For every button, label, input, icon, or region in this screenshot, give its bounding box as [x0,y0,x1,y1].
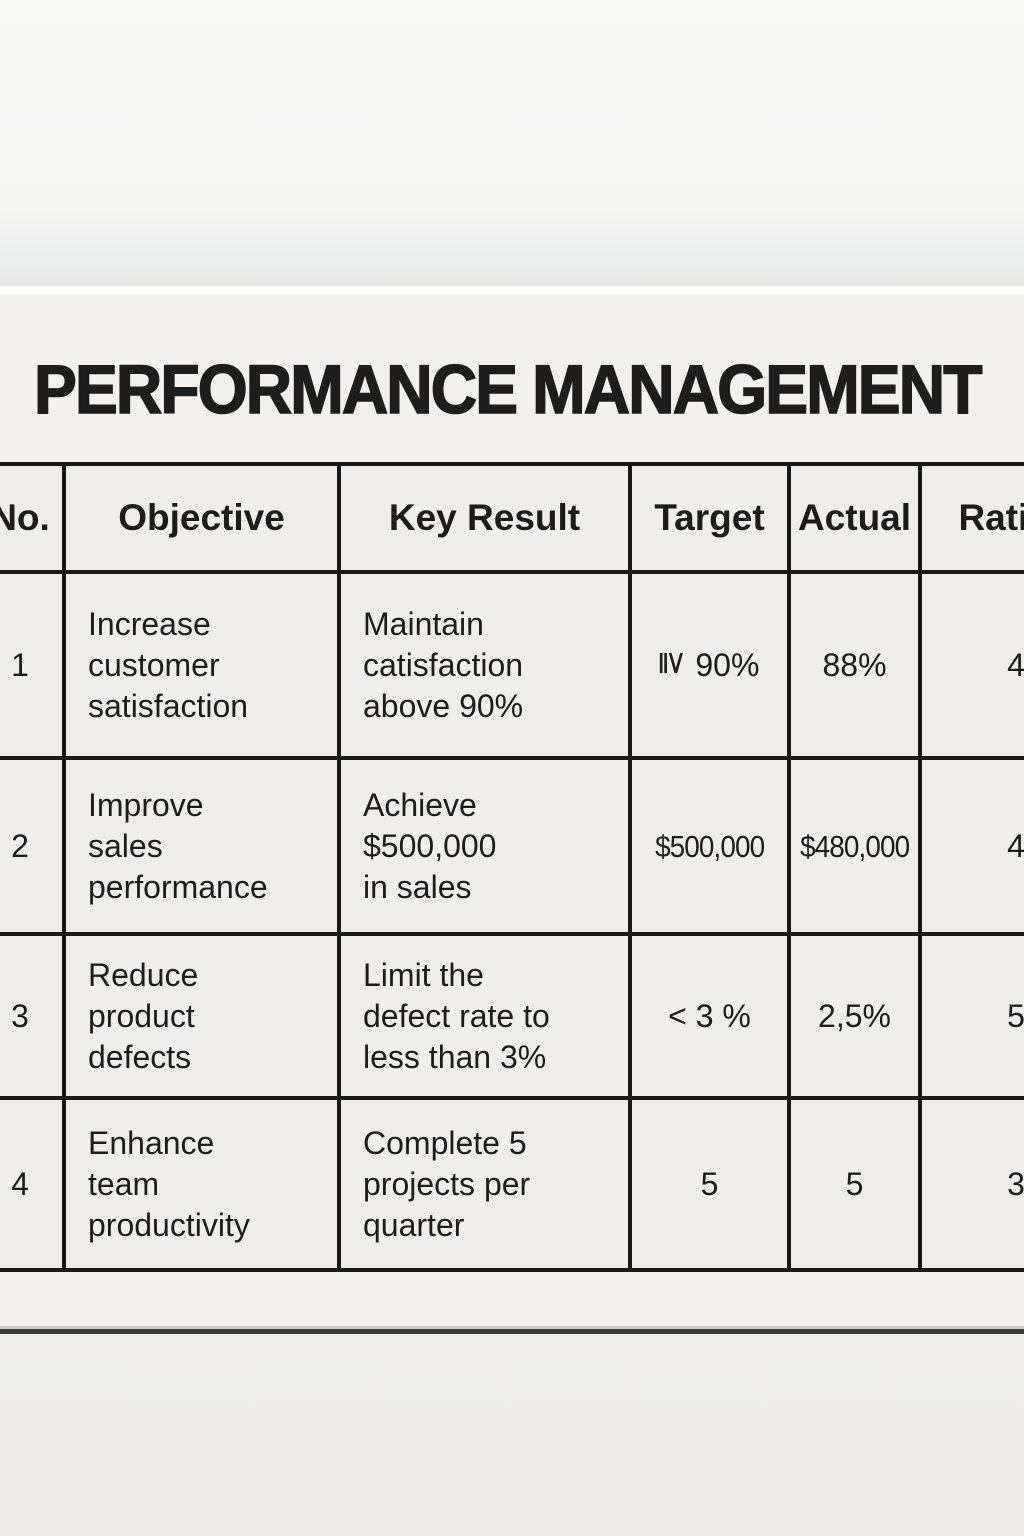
cell-key-result-4: Complete 5 projects per quarter [337,1096,632,1272]
cell-actual-2: $480,000 [787,756,922,936]
cell-objective-2: Improve sales performance [62,756,341,936]
col-header-no: No. [0,462,66,574]
cell-target-4: 5 [628,1096,791,1272]
cell-target-2: $500,000 [628,756,791,936]
cell-no-2: 2 [0,756,66,936]
page-title: PERFORMANCE MANAGEMENT [33,350,983,429]
cell-no-4: 4 [0,1096,66,1272]
cell-rating-4: 3 [918,1096,1024,1272]
cell-actual-4: 5 [787,1096,922,1272]
gte-rotated-icon: ≧ [654,649,691,677]
table-row-3: 3 Reduce product defects Limit the defec… [0,932,1024,1100]
cell-actual-3: 2,5% [787,932,922,1100]
cell-objective-1: Increase customer satisfaction [62,570,341,760]
table-row-4: 4 Enhance team productivity Complete 5 p… [0,1096,1024,1272]
col-header-actual: Actual [787,462,922,574]
paper-bottom-edge-highlight [0,1326,1024,1329]
cell-actual-1: 88% [787,570,922,760]
cell-target-3: < 3 % [628,932,791,1100]
cell-key-result-1: Maintain catisfaction above 90% [337,570,632,760]
cell-key-result-3: Limit the defect rate to less than 3% [337,932,632,1100]
cell-rating-1: 4 [918,570,1024,760]
header-row: No. Objective Key Result Target Actual R… [0,462,1024,574]
cell-key-result-2: Achieve $500,000 in sales [337,756,632,936]
col-header-key-result: Key Result [337,462,632,574]
actual-value-2: $480,000 [799,828,910,864]
cell-objective-4: Enhance team productivity [62,1096,341,1272]
table-row-1: 1 Increase customer satisfaction Maintai… [0,570,1024,760]
paper-top-edge-highlight [0,286,1024,294]
background-bottom [0,1334,1024,1536]
paper-bottom-edge [0,1329,1024,1334]
target-value-1: 90% [695,647,760,683]
col-header-target: Target [628,462,791,574]
table-row-2: 2 Improve sales performance Achieve $500… [0,756,1024,936]
col-header-objective: Objective [62,462,341,574]
cell-objective-3: Reduce product defects [62,932,341,1100]
cell-no-3: 3 [0,932,66,1100]
col-header-rating: Rating [918,462,1024,574]
cell-no-1: 1 [0,570,66,760]
target-value-2: $500,000 [654,828,765,864]
cell-target-1: ≧ 90% [628,570,791,760]
performance-table: No. Objective Key Result Target Actual R… [0,462,1024,1272]
background-top [0,0,1024,287]
cell-rating-2: 4 [918,756,1024,936]
cell-rating-3: 5 [918,932,1024,1100]
